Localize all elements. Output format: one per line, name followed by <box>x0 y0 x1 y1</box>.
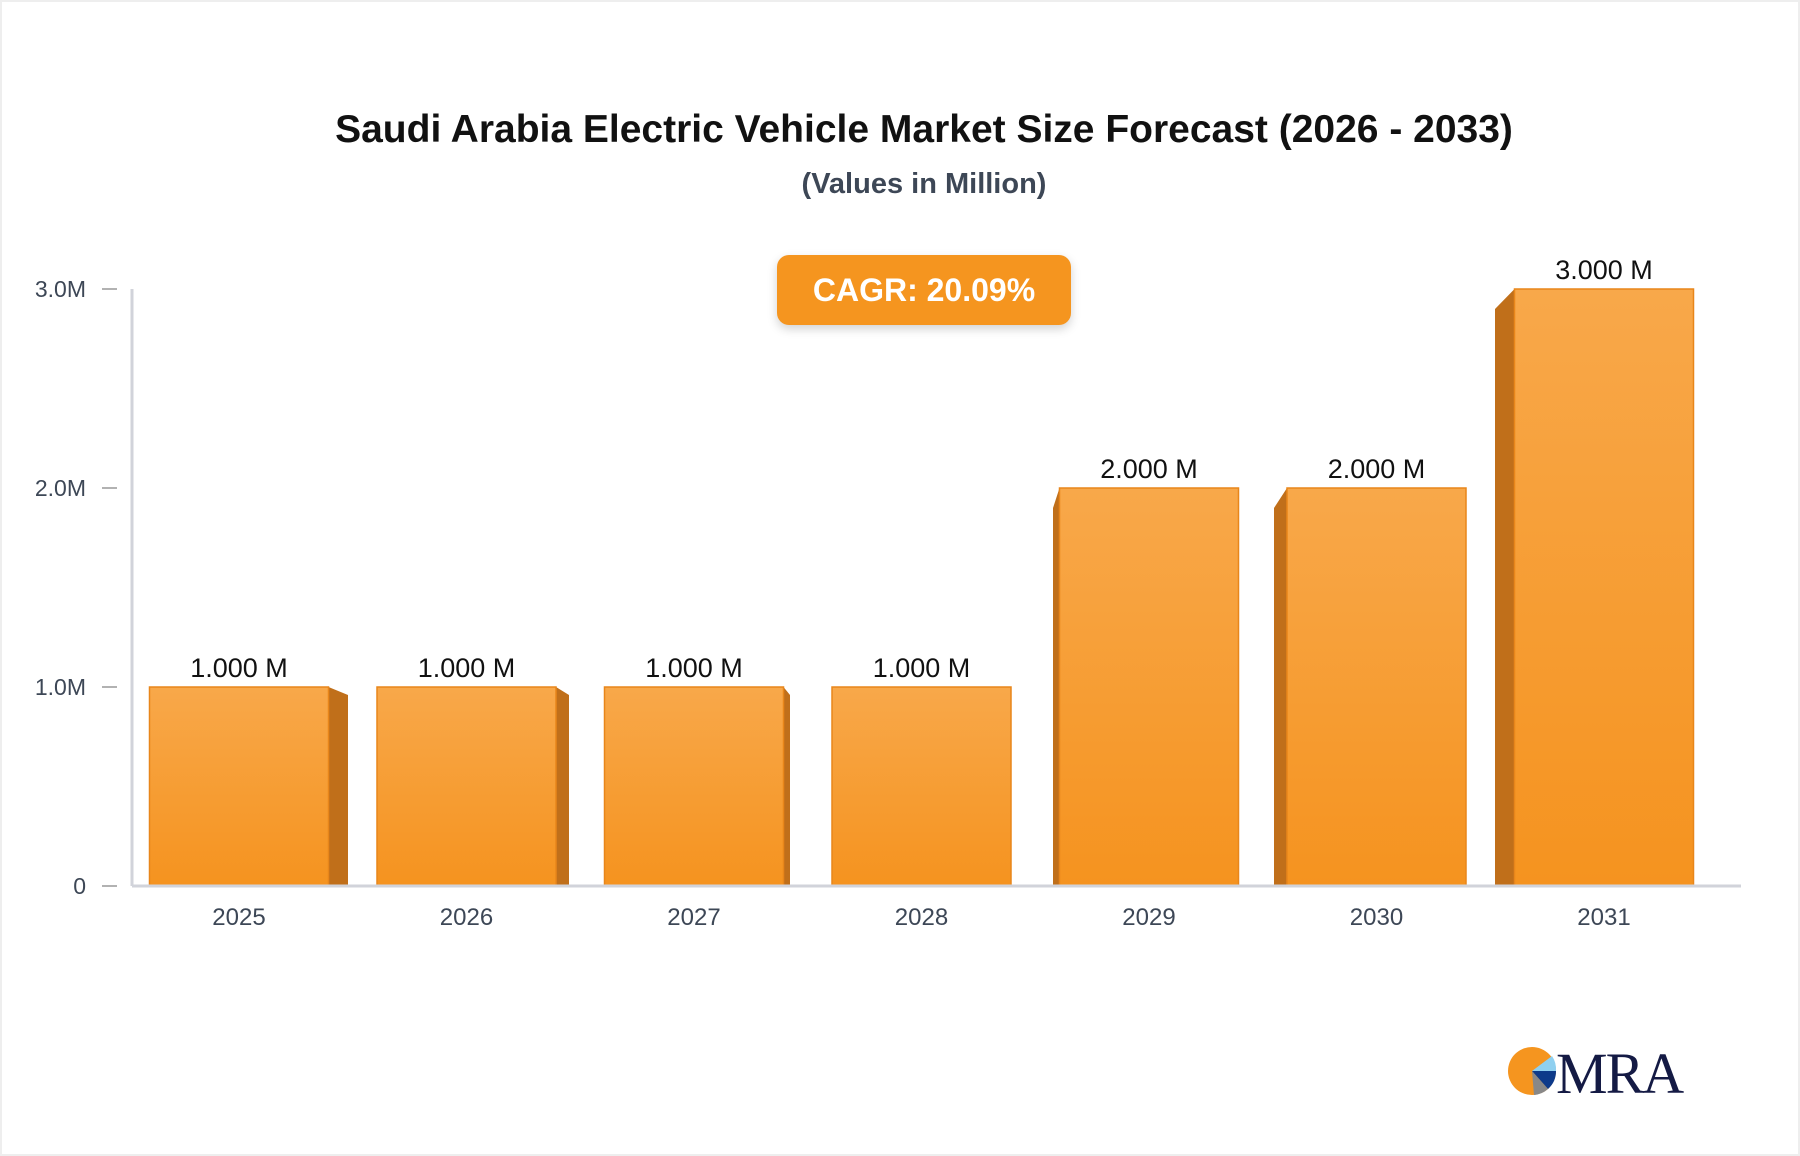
x-tick-label: 2030 <box>1350 904 1403 931</box>
x-tick-label: 2029 <box>1122 904 1175 931</box>
bar-2030 <box>1286 487 1467 887</box>
x-tick-label: 2028 <box>895 904 948 931</box>
data-label: 1.000 M <box>645 653 743 683</box>
bar-2026 <box>376 686 557 887</box>
bar-side <box>1495 289 1515 886</box>
mra-logo: MRA <box>1506 1040 1696 1100</box>
chart-subtitle: (Values in Million) <box>801 168 1047 200</box>
data-label: 2.000 M <box>1328 454 1426 484</box>
data-label: 2.000 M <box>1100 454 1198 484</box>
x-tick-label: 2026 <box>440 904 493 931</box>
cagr-badge: CAGR: 20.09% <box>777 255 1071 325</box>
logo-pie-icon: MRA <box>1508 1041 1686 1100</box>
data-label: 3.000 M <box>1555 255 1653 285</box>
y-tick-label: 0 <box>73 873 86 899</box>
bar-side <box>1053 488 1060 886</box>
bar-side <box>328 687 348 886</box>
data-label: 1.000 M <box>418 653 516 683</box>
chart-title: Saudi Arabia Electric Vehicle Market Siz… <box>335 108 1513 151</box>
x-tick-label: 2025 <box>212 904 265 931</box>
bar-2025 <box>148 686 330 887</box>
bar-2028 <box>831 686 1012 887</box>
x-tick-label: 2027 <box>667 904 720 931</box>
bar-side <box>556 687 569 886</box>
bar-2029 <box>1058 487 1240 887</box>
svg-text:MRA: MRA <box>1556 1041 1684 1100</box>
bar-2027 <box>603 686 785 887</box>
data-label: 1.000 M <box>190 653 288 683</box>
y-tick-label: 3.0M <box>35 276 86 302</box>
y-tick-label: 2.0M <box>35 475 86 501</box>
bar-side <box>783 687 790 886</box>
bar-side <box>1274 488 1287 886</box>
y-tick-label: 1.0M <box>35 674 86 700</box>
x-tick-label: 2031 <box>1577 904 1630 931</box>
data-label: 1.000 M <box>873 653 971 683</box>
bar-2031 <box>1513 288 1695 887</box>
